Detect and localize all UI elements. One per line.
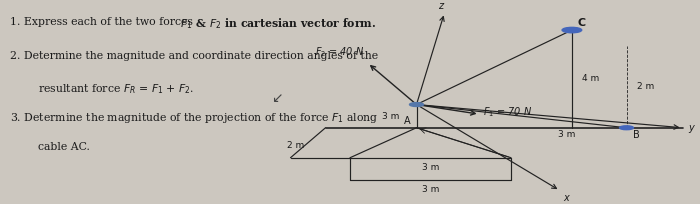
Text: 4 m: 4 m [582, 74, 600, 83]
Circle shape [410, 103, 424, 106]
Text: 2 m: 2 m [287, 141, 304, 150]
Circle shape [562, 27, 582, 33]
Text: 2 m: 2 m [637, 82, 654, 91]
Text: 3 m: 3 m [559, 130, 575, 139]
Text: C: C [578, 18, 586, 28]
Text: z: z [438, 1, 444, 11]
Text: 2. Determine the magnitude and coordinate direction angles of the: 2. Determine the magnitude and coordinat… [10, 51, 379, 61]
Text: y: y [688, 123, 694, 133]
Text: cable AC.: cable AC. [38, 142, 90, 152]
Text: A: A [405, 116, 411, 126]
Text: 3 m: 3 m [382, 112, 399, 121]
Text: x: x [564, 193, 569, 203]
Circle shape [620, 126, 634, 130]
Text: $F_1$ = 70 N: $F_1$ = 70 N [483, 105, 532, 119]
Text: $\it{F_1}$ & $\it{F_2}$ in cartesian vector form.: $\it{F_1}$ & $\it{F_2}$ in cartesian vec… [10, 17, 377, 31]
Text: ↙: ↙ [271, 91, 282, 105]
Text: 1. Express each of the two forces: 1. Express each of the two forces [10, 17, 197, 27]
Text: B: B [634, 130, 640, 140]
Text: resultant force $\it{F_R}$ = $\it{F_1}$ + $\it{F_2}$.: resultant force $\it{F_R}$ = $\it{F_1}$ … [38, 82, 195, 96]
Text: $F_2$ = 40 N: $F_2$ = 40 N [315, 45, 364, 59]
Text: 3. Determine the magnitude of the projection of the force $\it{F_1}$ along: 3. Determine the magnitude of the projec… [10, 111, 379, 125]
Text: 3 m: 3 m [422, 185, 439, 194]
Text: 3 m: 3 m [422, 163, 439, 172]
